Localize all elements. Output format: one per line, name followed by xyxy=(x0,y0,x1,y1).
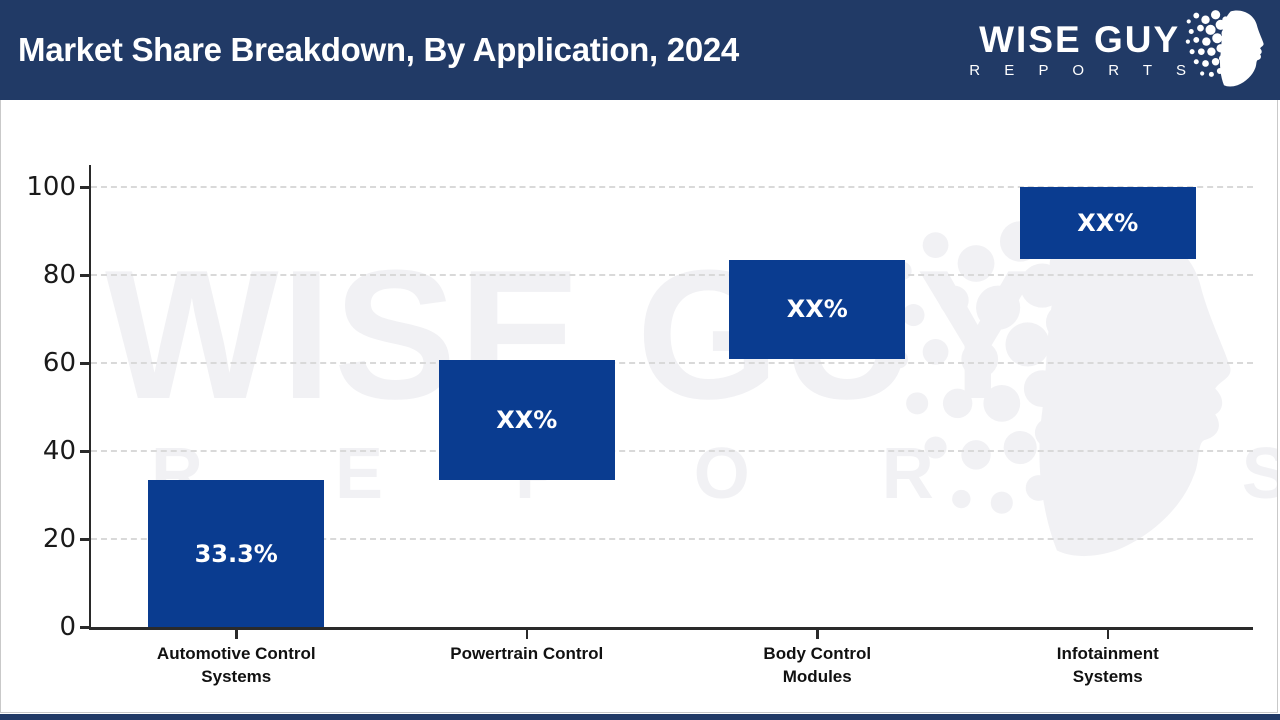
gridline xyxy=(91,362,1253,364)
x-tick xyxy=(525,630,528,639)
bar-value-label: XX% xyxy=(786,295,848,324)
x-tick-label: Powertrain Control xyxy=(450,644,604,663)
gridline xyxy=(91,450,1253,452)
logo-wordmark: WISE GUY xyxy=(979,19,1181,60)
x-tick-label: Automotive Control Systems xyxy=(156,644,316,686)
gridline xyxy=(91,538,1253,540)
gridline xyxy=(91,186,1253,188)
y-tick-label: 80 xyxy=(42,260,76,290)
bar: XX% xyxy=(729,260,906,359)
plot-area: 0 20 40 60 80 100 33.3% XX% XX% XX% Automotive Con… xyxy=(26,165,1253,686)
y-tick-label: 100 xyxy=(26,172,76,202)
y-tick xyxy=(80,538,89,541)
x-tick xyxy=(816,630,819,639)
x-tick-label: Body Control Modules xyxy=(763,644,872,686)
x-tick-label: Infotainment Systems xyxy=(1056,644,1159,686)
bar: 33.3% xyxy=(148,480,325,627)
y-tick xyxy=(80,626,89,629)
bar: XX% xyxy=(1019,187,1196,260)
y-tick xyxy=(80,274,89,277)
y-tick-label: 20 xyxy=(42,524,76,554)
bar-value-label: XX% xyxy=(496,406,558,435)
y-tick xyxy=(80,450,89,453)
x-tick xyxy=(1106,630,1109,639)
header: Market Share Breakdown, By Application, … xyxy=(0,0,1280,100)
footer-bar xyxy=(0,714,1280,720)
wiseguy-logo-text: WISE GUY R E P O R T S xyxy=(963,21,1196,79)
wiseguy-face-icon xyxy=(1185,10,1264,87)
y-tick-label: 60 xyxy=(42,348,76,378)
y-tick-label: 0 xyxy=(59,612,76,642)
gridline xyxy=(91,274,1253,276)
x-tick xyxy=(235,630,238,639)
page-title: Market Share Breakdown, By Application, … xyxy=(18,31,739,68)
y-tick xyxy=(80,362,89,365)
logo-subtext: R E P O R T S xyxy=(969,62,1196,79)
bar-value-label: XX% xyxy=(1077,209,1139,238)
bar: XX% xyxy=(438,360,615,481)
wiseguy-logo: WISE GUY R E P O R T S xyxy=(963,6,1266,94)
y-tick-label: 40 xyxy=(42,436,76,466)
y-tick xyxy=(80,186,89,189)
bar-value-label: 33.3% xyxy=(194,539,278,568)
chart-region: WISE GUY R E P O R T S 0 20 40 60 80 100 33.3%… xyxy=(0,100,1278,713)
